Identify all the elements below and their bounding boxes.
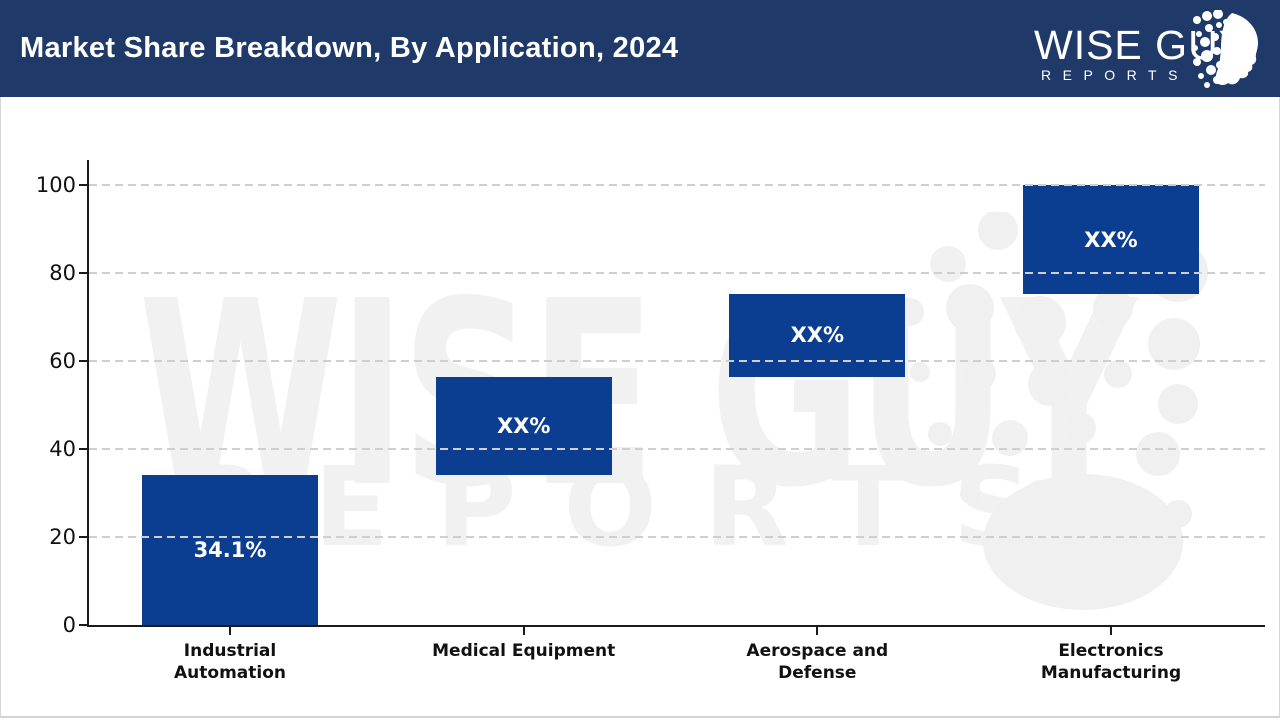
y-tick-mark — [79, 448, 88, 450]
x-tick-mark — [1110, 627, 1112, 635]
y-tick-label: 40 — [49, 437, 76, 461]
page-title: Market Share Breakdown, By Application, … — [20, 32, 679, 64]
x-category-label: Electronics Manufacturing — [1040, 641, 1182, 683]
brand-wordmark-sub: REPORTS — [1041, 67, 1189, 83]
bar-segment: 34.1% — [142, 474, 318, 625]
bar-segment: XX% — [1023, 185, 1199, 295]
y-tick-mark — [79, 184, 88, 186]
x-category-label: Aerospace and Defense — [746, 641, 889, 683]
bar-value-label: XX% — [790, 323, 845, 348]
y-tick-mark — [79, 624, 88, 626]
y-tick-mark — [79, 536, 88, 538]
frame-line-left — [0, 97, 1, 717]
y-tick-mark — [79, 360, 88, 362]
y-tick-label: 100 — [35, 173, 76, 197]
dotted-face-profile-icon — [1192, 10, 1258, 88]
bar-value-label: XX% — [1084, 227, 1138, 252]
y-tick-label: 0 — [62, 613, 76, 637]
gridline — [89, 448, 1265, 450]
bar-segment: XX% — [435, 376, 612, 475]
y-tick-label: 80 — [49, 261, 76, 285]
y-tick-label: 60 — [49, 349, 76, 373]
x-tick-mark — [229, 627, 231, 635]
bar-segment: XX% — [729, 294, 906, 377]
gridline — [89, 360, 1265, 362]
y-tick-mark — [79, 272, 88, 274]
brand-logo: WISE GUY REPORTS — [1004, 7, 1266, 91]
x-tick-mark — [522, 627, 525, 635]
bar-value-label: XX% — [496, 413, 551, 438]
header-bar: Market Share Breakdown, By Application, … — [0, 0, 1280, 97]
y-tick-label: 20 — [49, 525, 76, 549]
frame-line-bottom — [0, 716, 1280, 718]
x-category-label: Industrial Automation — [174, 641, 286, 683]
x-category-label: Medical Equipment — [432, 641, 616, 661]
y-axis-spine — [87, 160, 89, 627]
x-tick-mark — [816, 627, 819, 635]
x-axis-spine — [87, 625, 1265, 627]
bar-value-label: 34.1% — [193, 537, 267, 562]
